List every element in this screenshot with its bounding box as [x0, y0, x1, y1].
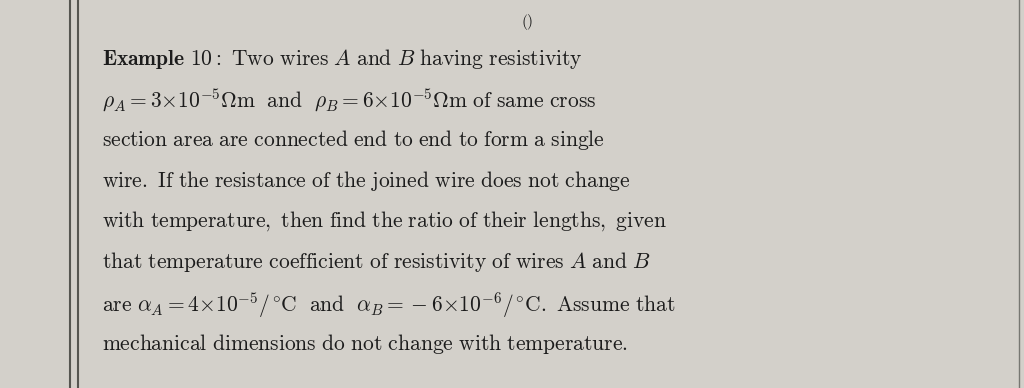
Text: $\mathrm{mechanical\ dimensions\ do\ not\ change\ with\ temperature.}$: $\mathrm{mechanical\ dimensions\ do\ not… [102, 332, 628, 356]
Text: $\mathrm{are\ }\alpha_{A}=4{\times}10^{-5}/^{\circ}\mathrm{C\ \ and\ \ }\alpha_{: $\mathrm{are\ }\alpha_{A}=4{\times}10^{-… [102, 291, 676, 320]
Text: $\mathrm{with\ temperature,\ then\ find\ the\ ratio\ of\ their\ lengths,\ given}: $\mathrm{with\ temperature,\ then\ find\… [102, 210, 668, 233]
Text: $( )$: $( )$ [521, 12, 534, 32]
Text: $\mathrm{that\ temperature\ coefficient\ of\ resistivity\ of\ wires\ }\mathit{A}: $\mathrm{that\ temperature\ coefficient\… [102, 250, 651, 274]
Text: $\rho_{A}=3{\times}10^{-5}\Omega\mathrm{m\ \ and\ \ }\rho_{B}=6{\times}10^{-5}\O: $\rho_{A}=3{\times}10^{-5}\Omega\mathrm{… [102, 87, 597, 114]
Text: $\mathbf{Example\ 10:}\ \mathrm{Two\ wires\ }\mathit{A}\mathrm{\ and\ }\mathit{B: $\mathbf{Example\ 10:}\ \mathrm{Two\ wir… [102, 47, 583, 71]
Text: $\mathrm{wire.\ If\ the\ resistance\ of\ the\ joined\ wire\ does\ not\ change}$: $\mathrm{wire.\ If\ the\ resistance\ of\… [102, 169, 631, 193]
Text: $\mathrm{section\ area\ are\ connected\ end\ to\ end\ to\ form\ a\ single}$: $\mathrm{section\ area\ are\ connected\ … [102, 128, 605, 152]
